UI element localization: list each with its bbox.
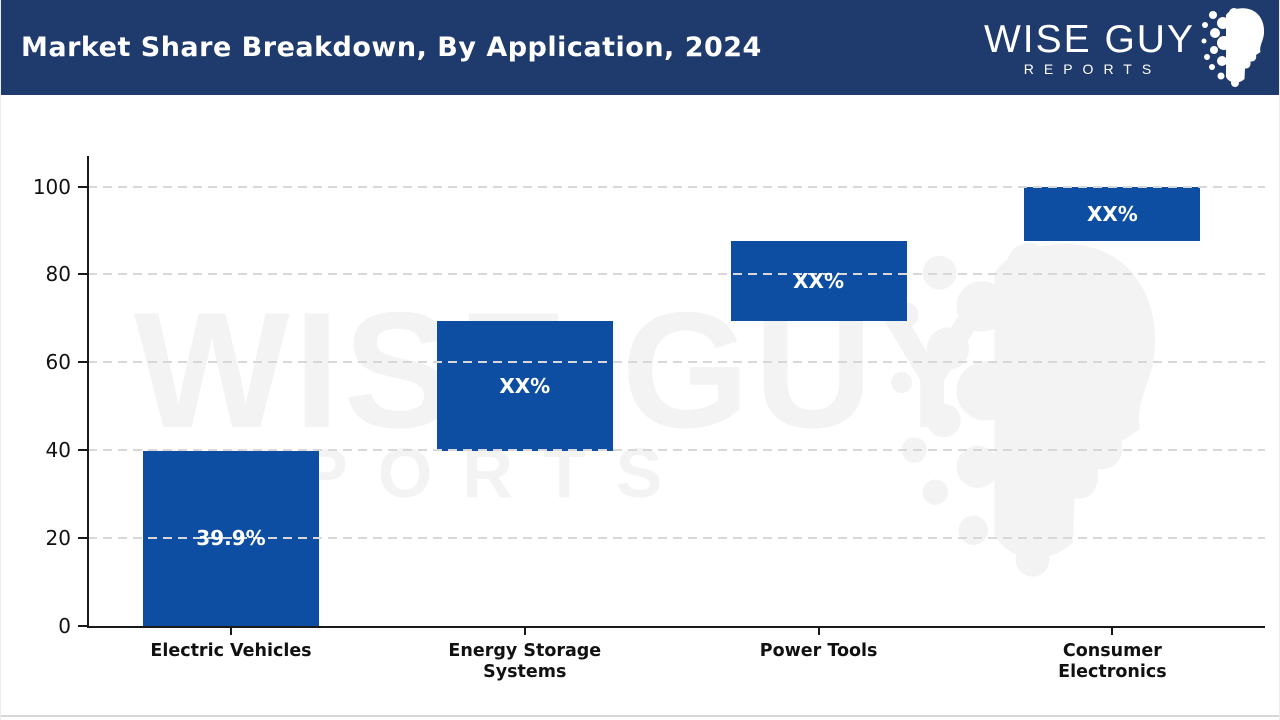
bar-consumer-electronics bbox=[1024, 186, 1201, 242]
logo-subtext: REPORTS bbox=[1023, 60, 1162, 77]
category-label-line: Systems bbox=[483, 662, 567, 682]
gridline-20 bbox=[88, 537, 1265, 540]
category-label-consumer-electronics: Consumer Electronics bbox=[982, 641, 1242, 683]
bottom-border bbox=[1, 715, 1279, 717]
y-tick-label-40: 40 bbox=[45, 438, 71, 463]
wiseguy-logo: WISE GUY REPORTS bbox=[984, 3, 1269, 93]
x-tick-electric-vehicles bbox=[230, 628, 232, 635]
category-label-energy-storage-systems: Energy Storage Systems bbox=[395, 641, 655, 683]
category-label-line: Power Tools bbox=[759, 641, 878, 661]
category-label-power-tools: Power Tools bbox=[689, 641, 949, 662]
category-label-electric-vehicles: Electric Vehicles bbox=[101, 641, 361, 662]
bar-label-electric-vehicles: 39.9% bbox=[196, 526, 266, 551]
bar-power-tools bbox=[730, 241, 907, 322]
header-bar: Market Share Breakdown, By Application, … bbox=[1, 0, 1279, 95]
gridline-80 bbox=[88, 273, 1265, 276]
gridline-60 bbox=[88, 361, 1265, 364]
category-label-line: Electric Vehicles bbox=[150, 641, 312, 661]
page-title: Market Share Breakdown, By Application, … bbox=[21, 32, 762, 63]
bar-label-power-tools: XX% bbox=[793, 269, 845, 294]
y-tick-80 bbox=[78, 273, 87, 276]
y-tick-60 bbox=[78, 361, 87, 364]
x-axis-line bbox=[87, 626, 1265, 628]
x-tick-consumer-electronics bbox=[1111, 628, 1114, 635]
x-tick-power-tools bbox=[817, 628, 820, 635]
y-tick-label-60: 60 bbox=[45, 350, 71, 375]
category-label-line: Consumer bbox=[1062, 641, 1162, 661]
logo-wordmark: WISE GUY bbox=[983, 17, 1195, 61]
category-label-line: Electronics bbox=[1058, 662, 1167, 682]
gridline-40 bbox=[88, 449, 1265, 452]
bar-label-consumer-electronics: XX% bbox=[1086, 201, 1138, 226]
logo-face-icon bbox=[1201, 7, 1265, 87]
bar-label-energy-storage-systems: XX% bbox=[499, 373, 551, 398]
category-label-line: Energy Storage bbox=[448, 641, 602, 661]
y-tick-label-100: 100 bbox=[32, 174, 71, 199]
gridline-100 bbox=[88, 185, 1265, 188]
x-tick-energy-storage-systems bbox=[523, 628, 526, 635]
bar-energy-storage-systems bbox=[436, 321, 613, 451]
y-tick-0 bbox=[78, 625, 87, 627]
y-tick-100 bbox=[78, 185, 87, 188]
y-tick-40 bbox=[78, 449, 87, 452]
y-tick-label-0: 0 bbox=[58, 614, 71, 638]
logo-text-block: WISE GUY REPORTS bbox=[984, 20, 1195, 76]
y-tick-20 bbox=[78, 537, 87, 540]
y-tick-label-20: 20 bbox=[45, 526, 71, 551]
y-tick-label-80: 80 bbox=[45, 262, 71, 287]
y-axis-line bbox=[87, 156, 89, 628]
